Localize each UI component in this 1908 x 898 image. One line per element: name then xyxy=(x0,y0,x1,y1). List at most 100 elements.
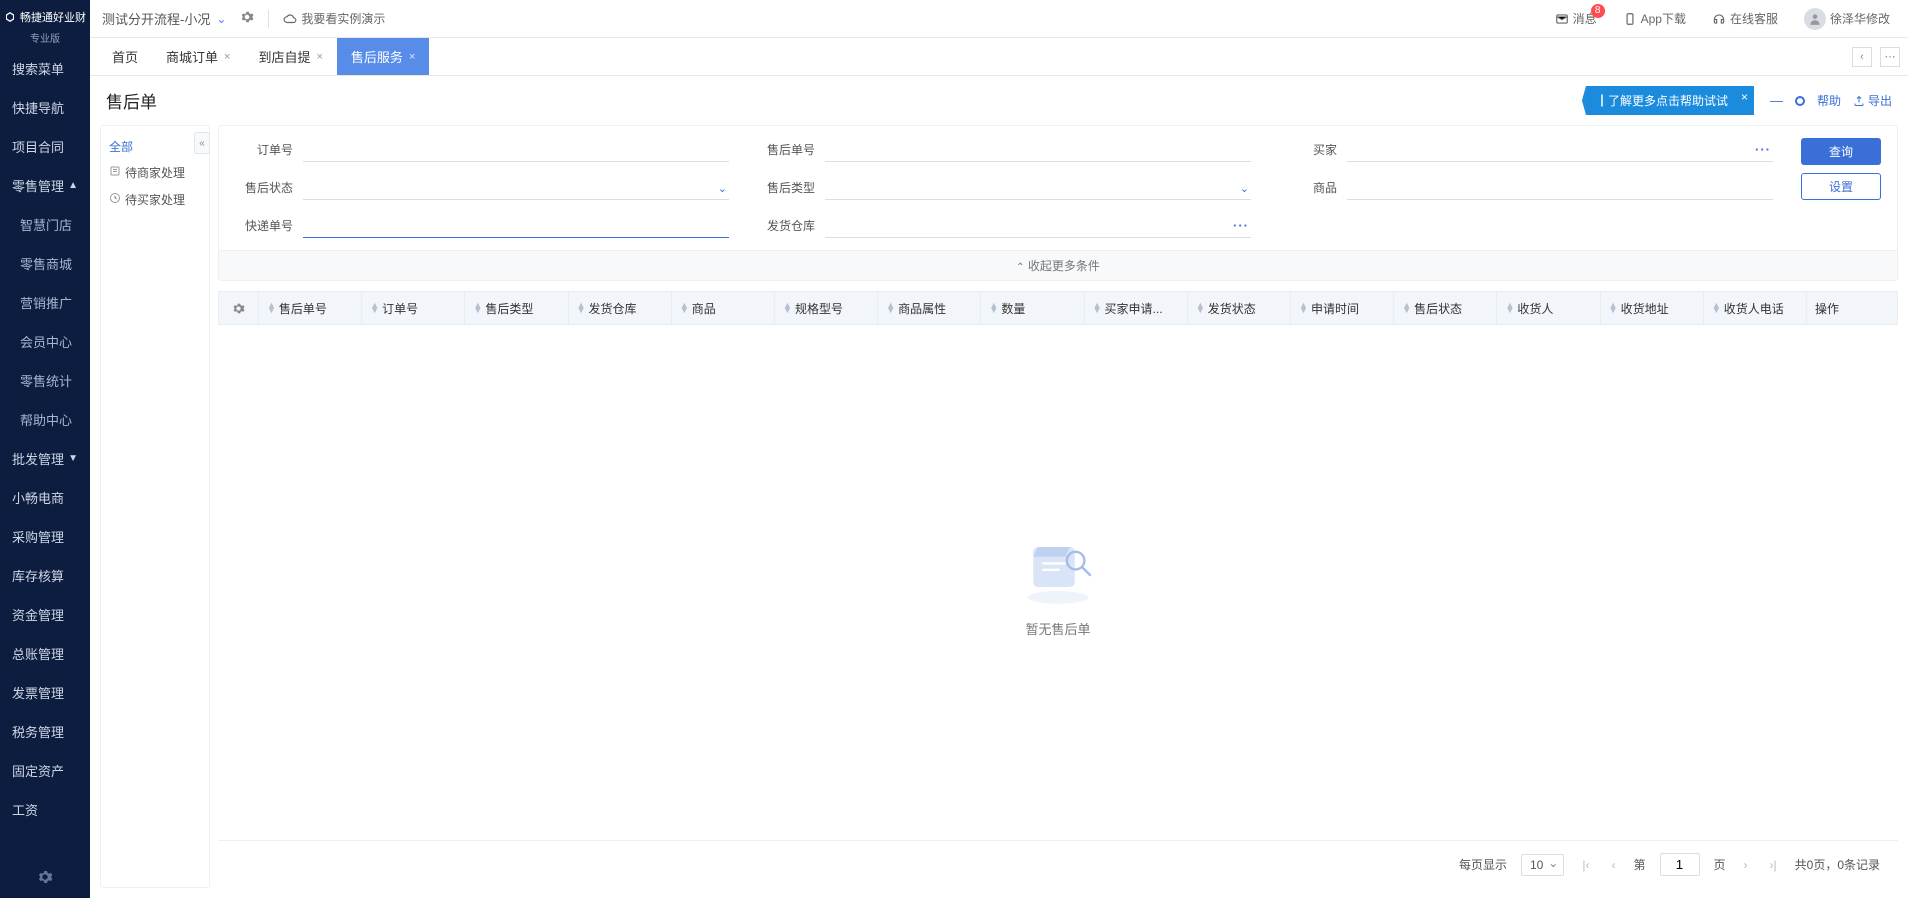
business-selector[interactable]: 测试分开流程-小况 ⌄ xyxy=(102,9,226,28)
sort-icon: ▲▼ xyxy=(680,303,689,313)
sidebar-item[interactable]: 工资 xyxy=(0,790,90,829)
after-type-select[interactable]: ⌄ xyxy=(825,178,1251,200)
sidebar-item[interactable]: 税务管理 xyxy=(0,712,90,751)
gear-icon xyxy=(232,302,245,315)
headset-icon xyxy=(1712,12,1726,26)
tab-scroll-left[interactable]: ‹ xyxy=(1852,47,1872,67)
sidebar-item[interactable]: 批发管理▼ xyxy=(0,439,90,478)
sort-icon: ▲▼ xyxy=(1299,303,1308,313)
table-column[interactable]: ▲▼订单号 xyxy=(362,292,465,324)
sidebar-item[interactable]: 采购管理 xyxy=(0,517,90,556)
filter-collapse[interactable]: « xyxy=(194,132,210,154)
page-first[interactable]: |‹ xyxy=(1578,858,1593,872)
table-header: ▲▼售后单号▲▼订单号▲▼售后类型▲▼发货仓库▲▼商品▲▼规格型号▲▼商品属性▲… xyxy=(218,291,1898,325)
tab[interactable]: 到店自提× xyxy=(244,38,336,75)
sidebar-item[interactable]: 快捷导航 xyxy=(0,88,90,127)
close-icon[interactable]: × xyxy=(1741,90,1748,104)
sidebar-item[interactable]: 智慧门店 xyxy=(0,205,90,244)
sidebar-item[interactable]: 项目合同 xyxy=(0,127,90,166)
page-prev[interactable]: ‹ xyxy=(1607,858,1619,872)
warehouse-picker[interactable]: ··· xyxy=(825,214,1251,238)
tab[interactable]: 首页 xyxy=(98,38,152,75)
page-last[interactable]: ›| xyxy=(1766,858,1781,872)
export-link[interactable]: 导出 xyxy=(1853,92,1892,109)
sidebar-item[interactable]: 帮助中心 xyxy=(0,400,90,439)
sidebar-item[interactable]: 搜索菜单 xyxy=(0,49,90,88)
empty-text: 暂无售后单 xyxy=(1025,619,1090,638)
goods-input[interactable] xyxy=(1347,176,1773,200)
top-messages[interactable]: 消息 8 xyxy=(1549,10,1603,27)
page-next[interactable]: › xyxy=(1740,858,1752,872)
top-customer-service[interactable]: 在线客服 xyxy=(1706,10,1784,27)
sidebar-item[interactable]: 营销推广 xyxy=(0,283,90,322)
table-column[interactable]: ▲▼售后状态 xyxy=(1394,292,1497,324)
close-icon[interactable]: × xyxy=(224,51,230,63)
order-no-input[interactable] xyxy=(303,138,729,162)
topbar: 测试分开流程-小况 ⌄ 我要看实例演示 消息 8 App下载 xyxy=(90,0,1908,38)
sidebar-item[interactable]: 零售管理▲ xyxy=(0,166,90,205)
sidebar-item[interactable]: 总账管理 xyxy=(0,634,90,673)
message-icon xyxy=(1555,12,1569,26)
table-column[interactable]: ▲▼申请时间 xyxy=(1291,292,1394,324)
per-page-select[interactable]: 10 xyxy=(1521,854,1564,876)
sort-icon: ▲▼ xyxy=(886,303,895,313)
close-icon[interactable]: × xyxy=(409,51,415,63)
table-column[interactable]: ▲▼收货人 xyxy=(1497,292,1600,324)
avatar-icon xyxy=(1804,8,1826,30)
field-goods: 商品 xyxy=(1279,176,1773,200)
help-link[interactable]: 帮助 xyxy=(1817,92,1841,109)
buyer-picker[interactable]: ··· xyxy=(1347,138,1773,162)
collapse-conditions[interactable]: ⌃ 收起更多条件 xyxy=(219,250,1897,280)
chevron-down-icon: ⌄ xyxy=(718,182,727,195)
table-column[interactable]: ▲▼商品 xyxy=(672,292,775,324)
sidebar-item[interactable]: 发票管理 xyxy=(0,673,90,712)
top-user[interactable]: 徐泽华修改 xyxy=(1798,8,1896,30)
setting-button[interactable]: 设置 xyxy=(1801,173,1881,200)
table-column[interactable]: ▲▼规格型号 xyxy=(775,292,878,324)
business-name: 测试分开流程-小况 xyxy=(102,9,210,28)
table-column[interactable]: ▲▼收货人电话 xyxy=(1704,292,1807,324)
sidebar-item[interactable]: 资金管理 xyxy=(0,595,90,634)
demo-link[interactable]: 我要看实例演示 xyxy=(283,10,385,27)
table-column[interactable]: ▲▼数量 xyxy=(981,292,1084,324)
top-app-download[interactable]: App下载 xyxy=(1617,10,1692,27)
field-order-no: 订单号 xyxy=(235,138,729,162)
messages-badge: 8 xyxy=(1591,4,1605,18)
help-banner[interactable]: ┃了解更多点击帮助试试 × xyxy=(1586,86,1754,115)
after-status-select[interactable]: ⌄ xyxy=(303,178,729,200)
tab[interactable]: 商城订单× xyxy=(152,38,244,75)
top-settings[interactable] xyxy=(240,10,254,27)
column-settings[interactable] xyxy=(219,292,259,324)
query-button[interactable]: 查询 xyxy=(1801,138,1881,165)
filter-item[interactable]: 待买家处理 xyxy=(107,186,203,213)
filter-all[interactable]: 全部 xyxy=(107,134,203,159)
help-banner-text: ┃了解更多点击帮助试试 xyxy=(1596,94,1728,108)
filter-item[interactable]: 待商家处理 xyxy=(107,159,203,186)
tab-more[interactable]: ⋯ xyxy=(1880,47,1900,67)
table-column[interactable]: ▲▼收货地址 xyxy=(1601,292,1704,324)
page-input[interactable] xyxy=(1660,853,1700,876)
sidebar-item[interactable]: 零售统计 xyxy=(0,361,90,400)
table-column[interactable]: ▲▼售后单号 xyxy=(259,292,362,324)
after-no-input[interactable] xyxy=(825,138,1251,162)
chevron-down-icon: ⌄ xyxy=(1240,182,1249,195)
sidebar-settings[interactable] xyxy=(0,859,90,898)
close-icon[interactable]: × xyxy=(316,51,322,63)
sidebar-item[interactable]: 小畅电商 xyxy=(0,478,90,517)
table-column[interactable]: ▲▼发货状态 xyxy=(1188,292,1291,324)
sidebar-item[interactable]: 会员中心 xyxy=(0,322,90,361)
sort-icon: ▲▼ xyxy=(267,303,276,313)
phone-icon xyxy=(1623,12,1637,26)
sidebar-nav: 搜索菜单快捷导航项目合同零售管理▲智慧门店零售商城营销推广会员中心零售统计帮助中… xyxy=(0,49,90,859)
table-column[interactable]: ▲▼发货仓库 xyxy=(569,292,672,324)
cloud-icon xyxy=(283,12,297,26)
table-column[interactable]: ▲▼售后类型 xyxy=(465,292,568,324)
sidebar-item[interactable]: 库存核算 xyxy=(0,556,90,595)
table-column[interactable]: ▲▼买家申请... xyxy=(1085,292,1188,324)
table-column[interactable]: ▲▼商品属性 xyxy=(878,292,981,324)
table-column[interactable]: 操作 xyxy=(1807,292,1897,324)
express-no-input[interactable] xyxy=(303,214,729,238)
sidebar-item[interactable]: 固定资产 xyxy=(0,751,90,790)
tab[interactable]: 售后服务× xyxy=(337,38,429,75)
sidebar-item[interactable]: 零售商城 xyxy=(0,244,90,283)
